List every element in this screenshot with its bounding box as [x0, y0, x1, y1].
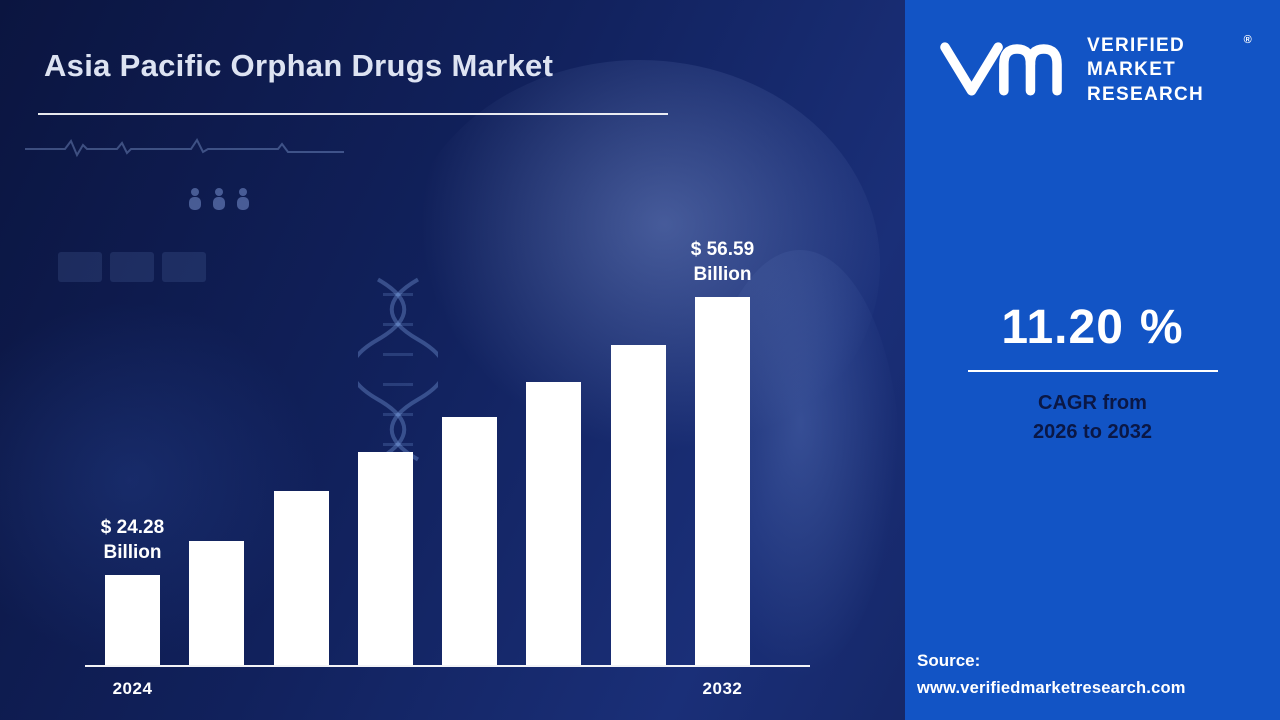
bar: [273, 491, 329, 665]
ecg-line-graphic: [25, 138, 344, 158]
brand-word-market: MARKET: [1087, 59, 1177, 81]
cagr-caption-line2: 2026 to 2032: [1033, 421, 1152, 443]
bar-column: [610, 345, 666, 665]
bar-column: [442, 417, 498, 665]
brand-name: VERIFIED ® MARKET RESEARCH: [1087, 30, 1253, 107]
brand-logo: VERIFIED ® MARKET RESEARCH: [931, 30, 1253, 107]
percent-sign: %: [1139, 301, 1184, 354]
bar: [526, 382, 582, 665]
brand-word-research: RESEARCH: [1087, 83, 1205, 105]
x-axis-line: [85, 665, 810, 667]
cagr-value-row: 11.20%: [905, 300, 1280, 355]
x-axis-label: 2024: [112, 679, 153, 698]
bar-value-label: $ 24.28 Billion: [100, 516, 165, 564]
brand-word-verified: VERIFIED: [1087, 35, 1186, 56]
page-title: Asia Pacific Orphan Drugs Market: [44, 48, 554, 83]
bar-column: $ 24.28 Billion 2024: [101, 517, 164, 698]
cagr-caption-line1: CAGR from: [1038, 392, 1147, 414]
bar: [610, 345, 666, 665]
cagr-caption: CAGR from 2026 to 2032: [905, 389, 1280, 447]
folder-icon: [110, 252, 154, 282]
chart-panel: Asia Pacific Orphan Drugs Market $ 24.28…: [0, 48, 900, 698]
cagr-stat: 11.20% CAGR from 2026 to 2032: [905, 300, 1280, 447]
people-icons-graphic: [189, 188, 249, 210]
info-panel: VERIFIED ® MARKET RESEARCH 11.20% CAGR f…: [905, 0, 1280, 720]
bar: [357, 452, 413, 665]
stat-divider: [967, 370, 1218, 372]
bar-value-label: $ 56.59 Billion: [690, 238, 755, 286]
folder-icon: [162, 252, 206, 282]
source-url-link[interactable]: www.verifiedmarketresearch.com: [917, 679, 1186, 697]
x-axis-label: 2032: [702, 679, 743, 698]
bar: [694, 297, 750, 665]
dna-helix-graphic: [358, 277, 438, 462]
bar-column: $ 56.59 Billion 2032: [691, 239, 754, 698]
bar-column: [273, 491, 329, 665]
folder-icon: [58, 252, 102, 282]
bar-column: [189, 541, 245, 665]
vmr-monogram-icon: [940, 42, 1062, 96]
bar: [442, 417, 498, 665]
bar-columns: $ 24.28 Billion 2024 $ 56.59 Billion 2032: [101, 239, 754, 698]
bar: [105, 575, 160, 665]
bar-column: [357, 452, 413, 665]
cagr-value: 11.20: [1001, 301, 1124, 354]
source-label: Source:: [917, 651, 981, 670]
title-underline: [38, 113, 668, 115]
bar-column: [526, 382, 582, 665]
source-attribution: Source: www.verifiedmarketresearch.com: [917, 651, 1186, 698]
registered-trademark: ®: [1243, 34, 1253, 46]
bar: [189, 541, 245, 665]
